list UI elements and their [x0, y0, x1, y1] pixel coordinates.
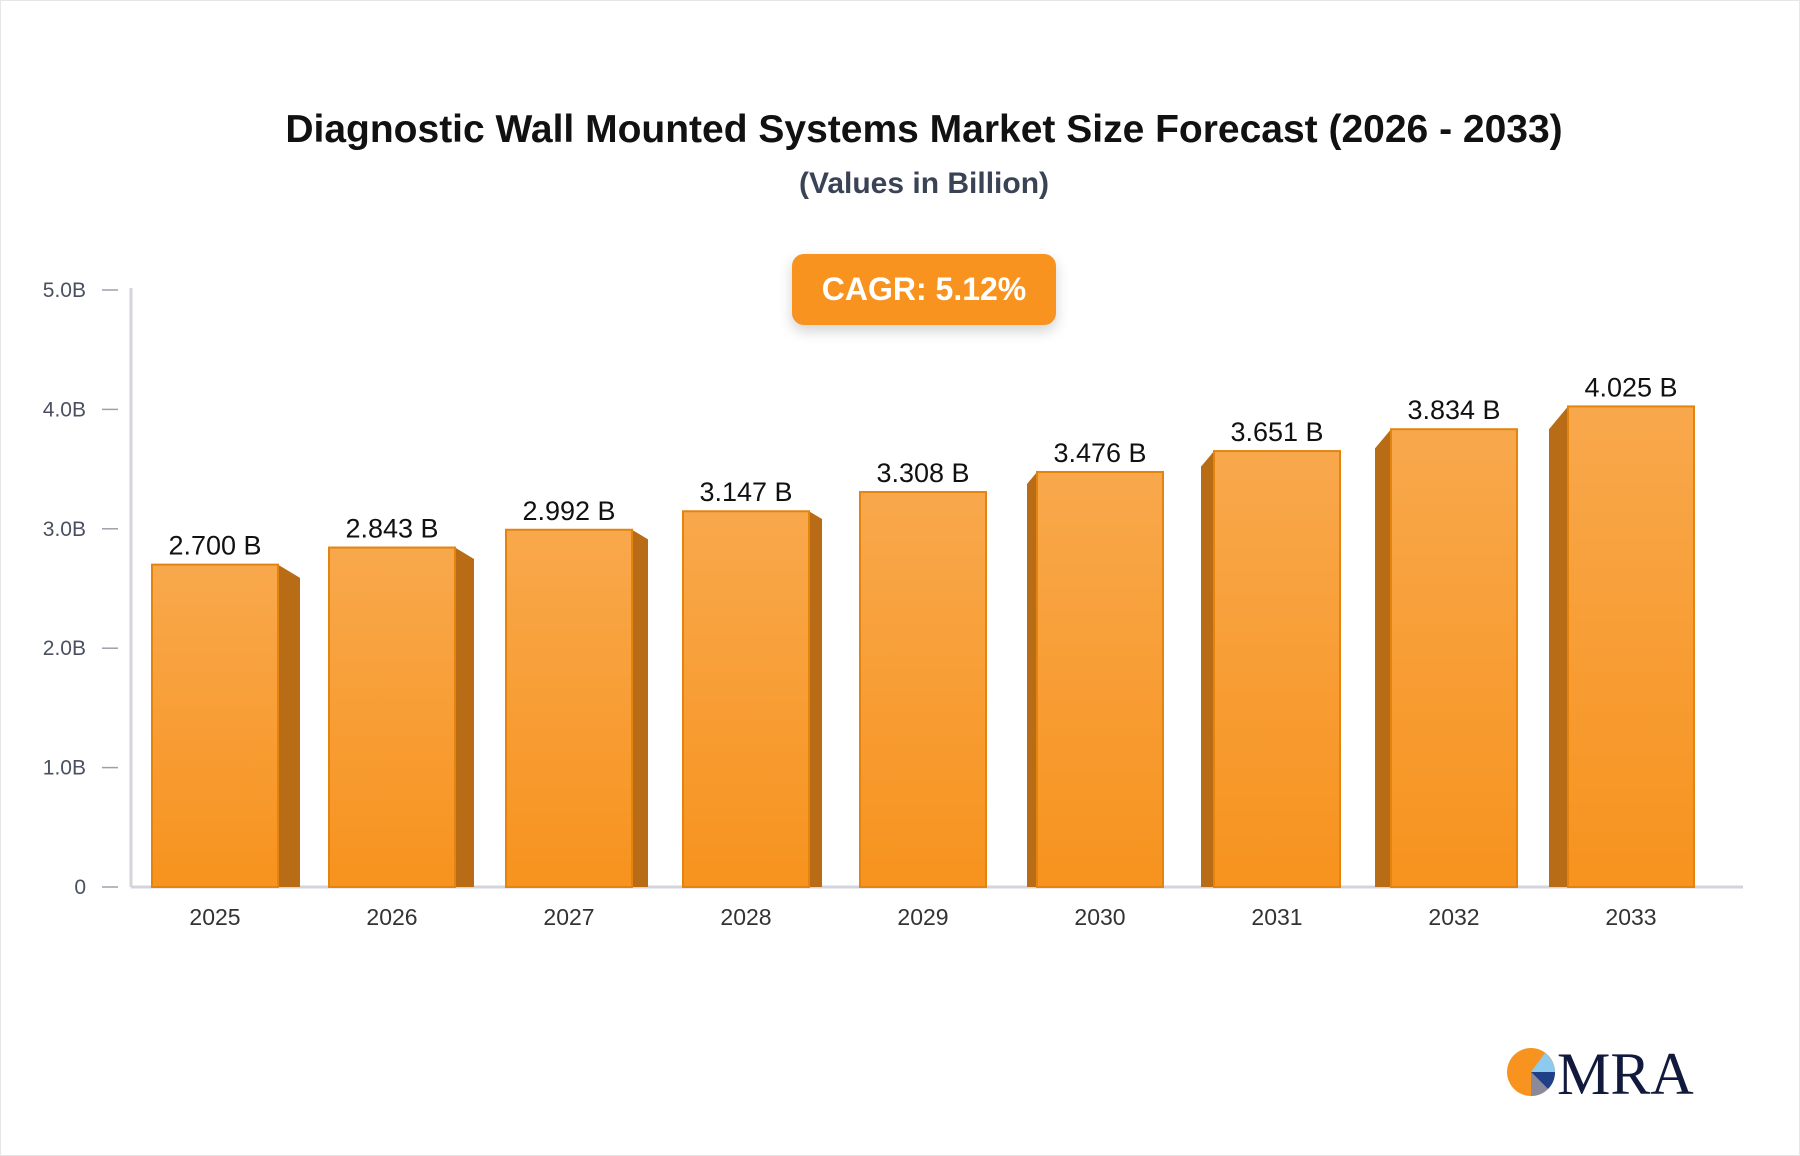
data-label: 2.700 B — [168, 531, 261, 561]
data-label: 3.147 B — [699, 477, 792, 507]
bar-side — [632, 529, 648, 887]
y-tick-label: 1.0B — [43, 757, 86, 780]
data-label: 3.308 B — [876, 458, 969, 488]
cagr-badge: CAGR: 5.12% — [792, 254, 1056, 325]
bar-side — [455, 547, 474, 887]
bar — [1390, 428, 1518, 888]
x-tick-label: 2027 — [543, 904, 594, 930]
y-tick-label: 3.0B — [43, 518, 86, 541]
x-tick-label: 2030 — [1074, 904, 1125, 930]
data-label: 2.992 B — [522, 496, 615, 526]
x-tick-label: 2031 — [1251, 904, 1302, 930]
bar-side — [1201, 451, 1214, 887]
x-tick-label: 2025 — [189, 904, 240, 930]
bar — [1213, 450, 1341, 888]
data-label: 2.843 B — [345, 514, 438, 544]
x-tick-label: 2033 — [1605, 904, 1656, 930]
y-tick-label: 0 — [74, 876, 86, 899]
x-tick-label: 2026 — [366, 904, 417, 930]
bar — [682, 510, 810, 888]
data-label: 3.651 B — [1230, 417, 1323, 447]
bar — [1567, 405, 1695, 888]
chart-subtitle: (Values in Billion) — [798, 167, 1050, 200]
x-tick-label: 2032 — [1428, 904, 1479, 930]
mra-logo: MRA — [1505, 1041, 1695, 1107]
data-label: 3.476 B — [1053, 438, 1146, 468]
y-tick-label: 4.0B — [43, 398, 86, 421]
bar — [328, 546, 456, 888]
bar — [505, 528, 633, 888]
y-tick-label: 5.0B — [43, 279, 86, 302]
x-tick-label: 2028 — [720, 904, 771, 930]
y-tick-label: 2.0B — [43, 637, 86, 660]
x-tick-label: 2029 — [897, 904, 948, 930]
bar-side — [1027, 471, 1037, 887]
bar — [1036, 470, 1164, 888]
bar — [859, 491, 987, 888]
bar-side — [278, 564, 300, 887]
bar-side — [809, 511, 822, 887]
logo-text: MRA — [1557, 1042, 1694, 1102]
chart-title: Diagnostic Wall Mounted Systems Market S… — [285, 108, 1563, 151]
bar-side — [1549, 406, 1568, 887]
data-label: 4.025 B — [1584, 372, 1677, 402]
bar-side — [1375, 429, 1391, 887]
bar — [151, 563, 279, 888]
data-label: 3.834 B — [1407, 395, 1500, 425]
